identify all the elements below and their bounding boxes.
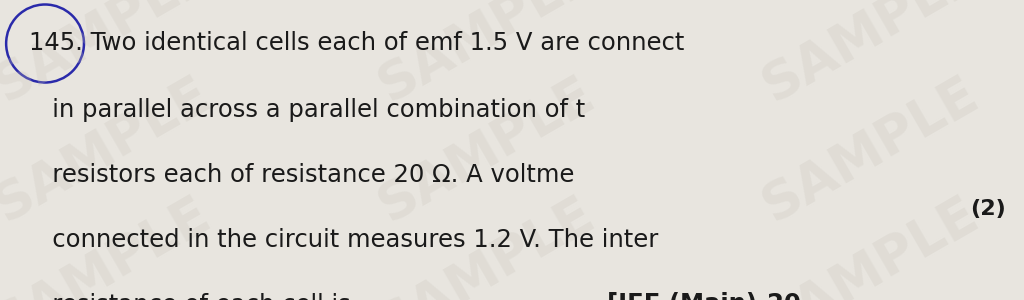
- Text: resistance of each cell is: resistance of each cell is: [29, 292, 350, 300]
- Text: [JEE (Main)-20: [JEE (Main)-20: [607, 292, 801, 300]
- Text: SAMPLE: SAMPLE: [754, 188, 987, 300]
- Text: SAMPLE: SAMPLE: [370, 68, 603, 232]
- Text: SAMPLE: SAMPLE: [0, 68, 219, 232]
- Text: SAMPLE: SAMPLE: [754, 0, 987, 112]
- Text: SAMPLE: SAMPLE: [370, 0, 603, 112]
- Text: SAMPLE: SAMPLE: [0, 0, 219, 112]
- Text: SAMPLE: SAMPLE: [754, 68, 987, 232]
- Text: SAMPLE: SAMPLE: [0, 188, 219, 300]
- Text: (2): (2): [971, 199, 1006, 218]
- Text: resistors each of resistance 20 Ω. A voltme: resistors each of resistance 20 Ω. A vol…: [29, 164, 574, 188]
- Text: SAMPLE: SAMPLE: [370, 188, 603, 300]
- Text: connected in the circuit measures 1.2 V. The inter: connected in the circuit measures 1.2 V.…: [29, 228, 658, 252]
- Text: in parallel across a parallel combination of t: in parallel across a parallel combinatio…: [29, 98, 585, 122]
- Text: 145. Two identical cells each of emf 1.5 V are connect: 145. Two identical cells each of emf 1.5…: [29, 32, 684, 56]
